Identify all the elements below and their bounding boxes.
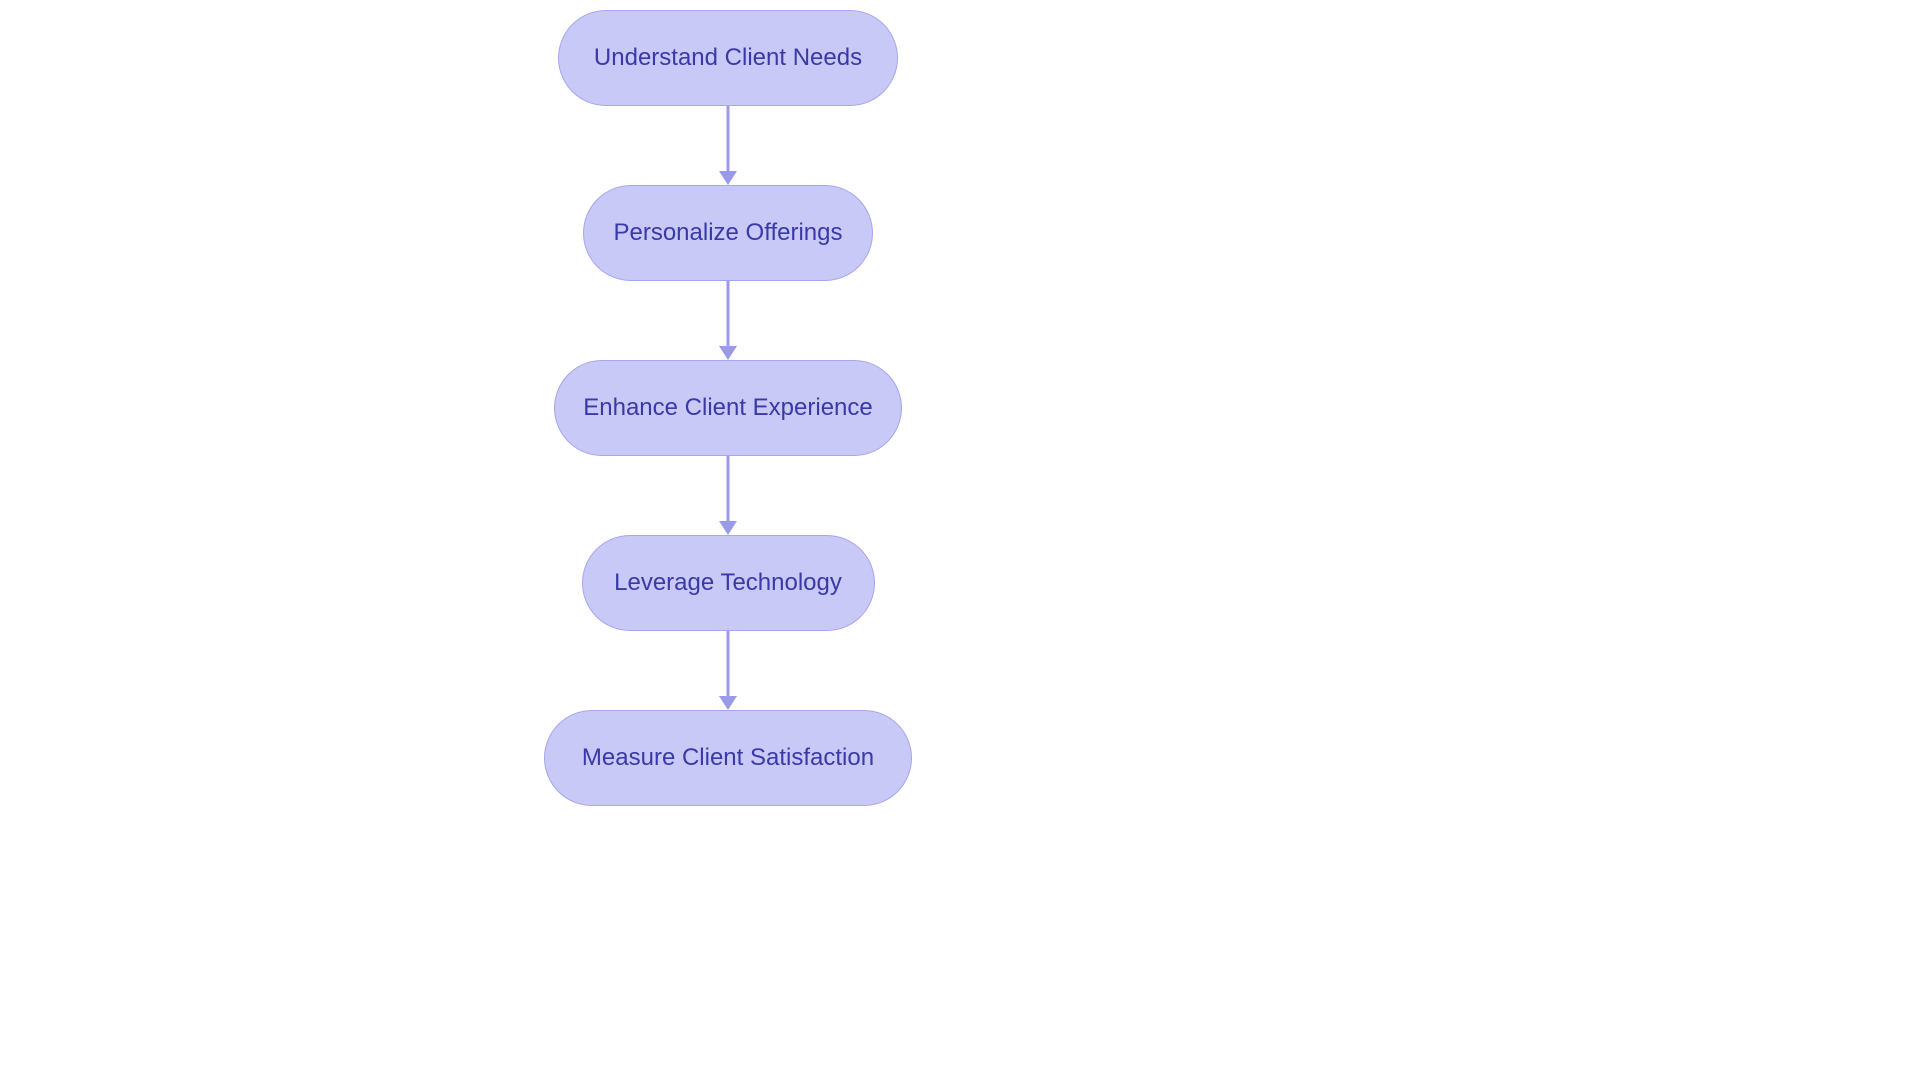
arrow-line: [727, 631, 730, 696]
flowchart-node-5: Measure Client Satisfaction: [544, 710, 912, 806]
arrow-head-icon: [719, 696, 737, 710]
arrow-line: [727, 106, 730, 171]
flowchart-arrow-3: [714, 456, 742, 535]
flowchart-node-3: Enhance Client Experience: [554, 360, 902, 456]
flowchart-node-4: Leverage Technology: [582, 535, 875, 631]
flowchart-node-label: Measure Client Satisfaction: [582, 744, 874, 772]
arrow-line: [727, 456, 730, 521]
flowchart-node-label: Personalize Offerings: [613, 219, 842, 247]
arrow-head-icon: [719, 171, 737, 185]
arrow-head-icon: [719, 346, 737, 360]
flowchart-arrow-2: [714, 281, 742, 360]
flowchart-arrow-1: [714, 106, 742, 185]
arrow-line: [727, 281, 730, 346]
flowchart-node-label: Leverage Technology: [614, 569, 842, 597]
flowchart-node-label: Enhance Client Experience: [583, 394, 873, 422]
flowchart-node-1: Understand Client Needs: [558, 10, 898, 106]
flowchart-canvas: Understand Client Needs Personalize Offer…: [0, 0, 1920, 1083]
flowchart-node-2: Personalize Offerings: [583, 185, 873, 281]
flowchart-arrow-4: [714, 631, 742, 710]
flowchart-node-label: Understand Client Needs: [594, 44, 862, 72]
arrow-head-icon: [719, 521, 737, 535]
